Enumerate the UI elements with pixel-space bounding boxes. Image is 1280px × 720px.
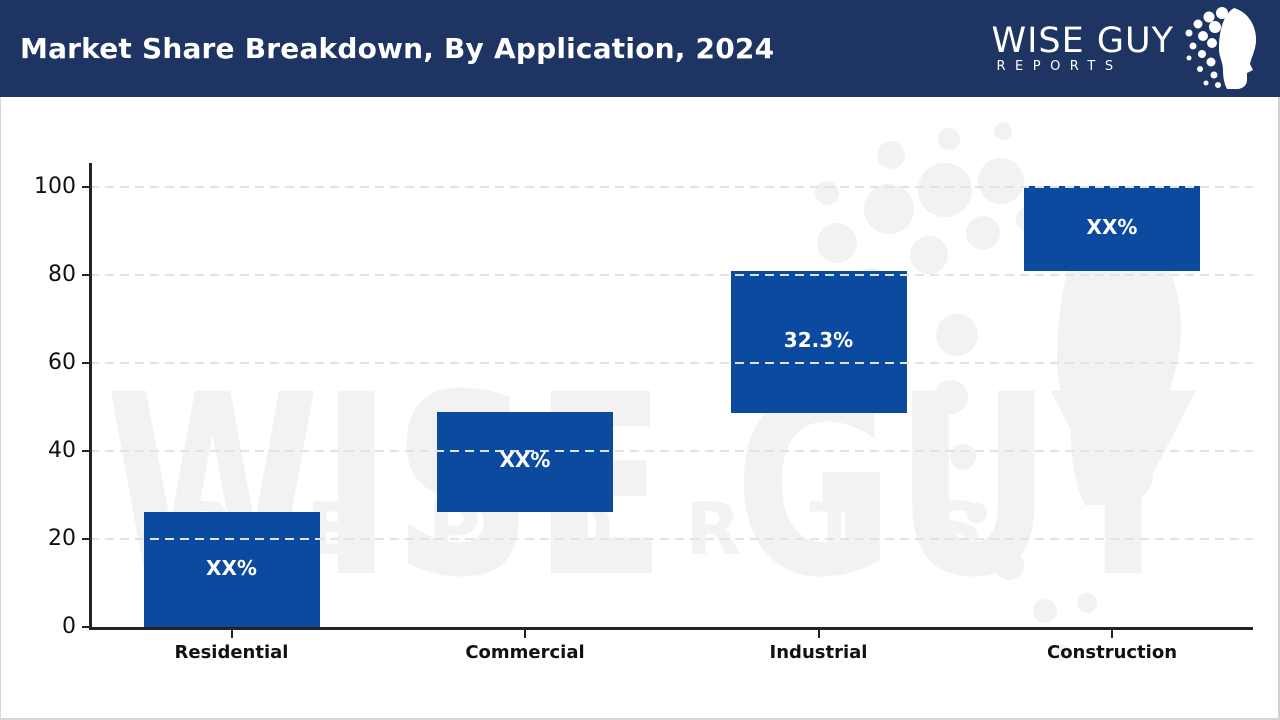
gridline-60	[90, 362, 1253, 364]
chart-region: WISE GUY REPORTS XX% XX% 32.3% XX% 0 20 40 60 80…	[0, 97, 1280, 720]
y-tick-label: 100	[34, 174, 76, 199]
page-title: Market Share Breakdown, By Application, …	[20, 32, 775, 65]
x-tick-construction	[1111, 630, 1113, 638]
y-tick-80	[82, 274, 90, 276]
x-category-label: Residential	[174, 642, 289, 663]
y-tick-0	[82, 626, 90, 628]
gridline-80	[90, 274, 1253, 276]
wiseguy-head-icon	[1185, 6, 1257, 89]
y-tick-40	[82, 450, 90, 452]
bar-value-label: 32.3%	[783, 328, 854, 353]
y-tick-100	[82, 186, 90, 188]
y-tick-label: 0	[62, 614, 76, 639]
y-axis-line	[89, 163, 92, 630]
gridline-20	[90, 538, 1253, 540]
x-tick-residential	[230, 630, 233, 638]
y-tick-20	[82, 538, 90, 540]
bar-commercial	[437, 411, 613, 513]
gridline-100	[90, 186, 1253, 188]
bar-residential	[143, 512, 320, 627]
bar-value-label: XX%	[499, 448, 551, 472]
x-category-label: Industrial	[769, 642, 868, 663]
y-tick-label: 60	[48, 350, 76, 375]
x-tick-commercial	[524, 630, 526, 638]
x-category-label: Construction	[1046, 642, 1178, 663]
x-axis-line	[89, 627, 1253, 630]
x-category-label: Commercial	[465, 642, 585, 663]
gridline-40	[90, 450, 1253, 452]
y-tick-60	[82, 362, 90, 364]
bar-value-label: XX%	[1086, 214, 1138, 239]
bar-value-label: XX%	[206, 555, 257, 580]
logo-wordmark: WISE GUY	[991, 20, 1174, 61]
y-tick-label: 40	[48, 438, 76, 463]
wiseguy-logo-text: WISE GUY REPORTS	[991, 23, 1174, 75]
y-tick-label: 20	[48, 526, 76, 551]
x-tick-industrial	[817, 630, 820, 638]
y-tick-label: 80	[48, 262, 76, 287]
header-banner: Market Share Breakdown, By Application, …	[0, 0, 1280, 97]
wiseguy-logo: WISE GUY REPORTS	[991, 5, 1262, 93]
logo-subtitle: REPORTS	[996, 58, 1123, 74]
